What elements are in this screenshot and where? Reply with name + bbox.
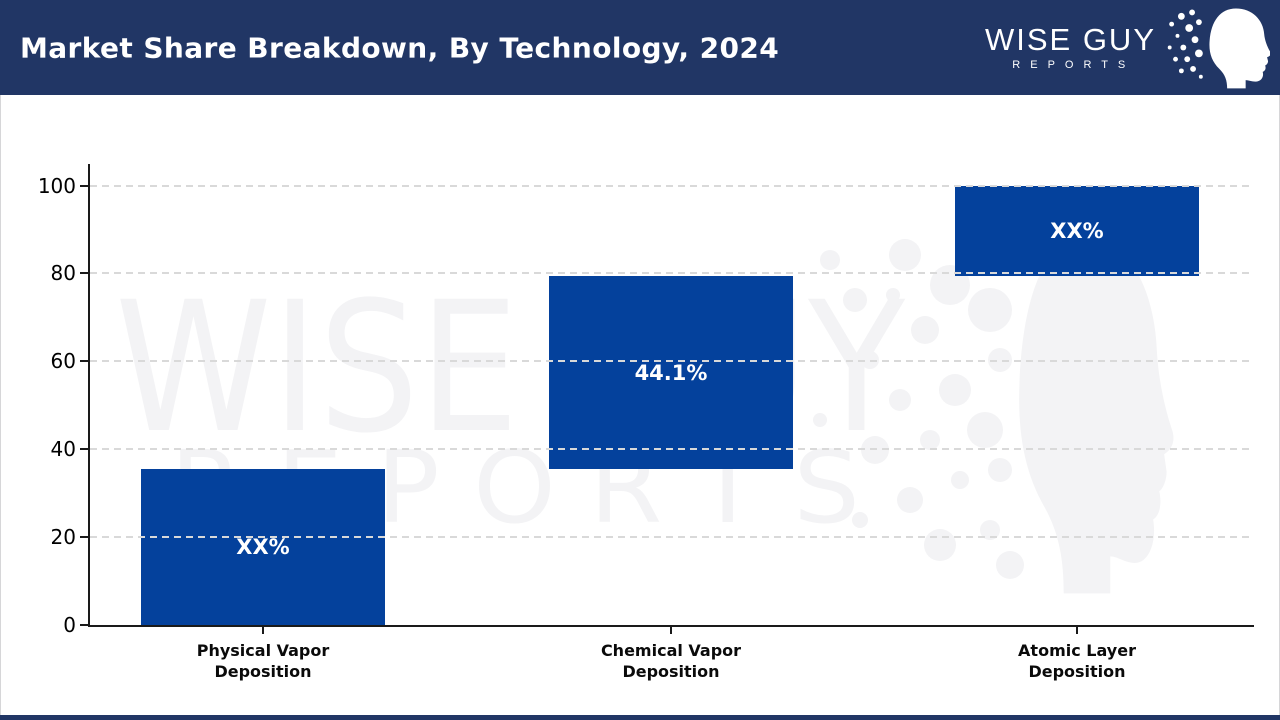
gridline-y-40 — [90, 448, 1253, 451]
wiseguy-logo: WISE GUY R E P O R T S — [985, 4, 1270, 91]
x-axis-category-label-line: Chemical Vapor — [600, 641, 742, 660]
wiseguy-logo-title: WISE GUY — [984, 22, 1156, 58]
y-axis-tick-label-0: 0 — [63, 613, 76, 637]
y-axis-tick-label-60: 60 — [50, 349, 76, 374]
wiseguy-logo-text: WISE GUY R E P O R T S — [985, 24, 1156, 71]
bar-segment — [549, 275, 793, 470]
gridline-y-80 — [90, 272, 1253, 275]
left-border-line — [0, 95, 1, 715]
header-bar: Market Share Breakdown, By Technology, 2… — [0, 0, 1280, 95]
x-axis-line — [88, 625, 1254, 627]
x-axis-category-label: Physical Vapor Deposition — [113, 640, 413, 682]
gridline-y-20 — [90, 536, 1253, 539]
bar-value-label: XX% — [1050, 218, 1104, 243]
x-axis-category-label: Chemical Vapor Deposition — [521, 640, 821, 682]
x-axis-tick — [1076, 627, 1078, 634]
y-axis-tick-label-80: 80 — [50, 261, 76, 286]
y-axis-line — [88, 164, 90, 627]
y-axis-tick-20 — [80, 536, 89, 539]
page-title: Market Share Breakdown, By Technology, 2… — [20, 31, 780, 64]
y-axis-tick-100 — [80, 184, 89, 187]
x-axis-category-label-line: Physical Vapor — [196, 641, 330, 660]
bar-value-label: XX% — [236, 535, 290, 560]
wiseguy-logo-subtitle: R E P O R T S — [1012, 58, 1129, 71]
wiseguy-face-icon — [1167, 8, 1270, 89]
y-axis-tick-40 — [80, 448, 89, 451]
y-axis-tick-80 — [80, 272, 89, 275]
footer-accent-bar — [0, 715, 1280, 720]
bar-value-label: 44.1% — [634, 360, 708, 385]
x-axis-category-label-line: Atomic Layer — [1018, 641, 1136, 660]
x-axis-category-label: Atomic Layer Deposition — [927, 640, 1227, 682]
x-axis-tick — [670, 627, 672, 634]
x-axis-category-label-line: Deposition — [214, 662, 312, 681]
x-axis-category-label-line: Deposition — [622, 662, 720, 681]
y-axis-tick-label-100: 100 — [37, 173, 76, 198]
x-axis-tick — [262, 627, 264, 634]
gridline-y-60 — [90, 360, 1253, 363]
x-axis-category-label-line: Deposition — [1028, 662, 1126, 681]
y-axis-tick-label-20: 20 — [50, 525, 76, 550]
y-axis-tick-60 — [80, 360, 89, 363]
bar-segment — [141, 469, 385, 625]
gridline-y-100 — [90, 184, 1253, 187]
y-axis-tick-0 — [80, 624, 89, 626]
y-axis-tick-label-40: 40 — [50, 437, 76, 462]
